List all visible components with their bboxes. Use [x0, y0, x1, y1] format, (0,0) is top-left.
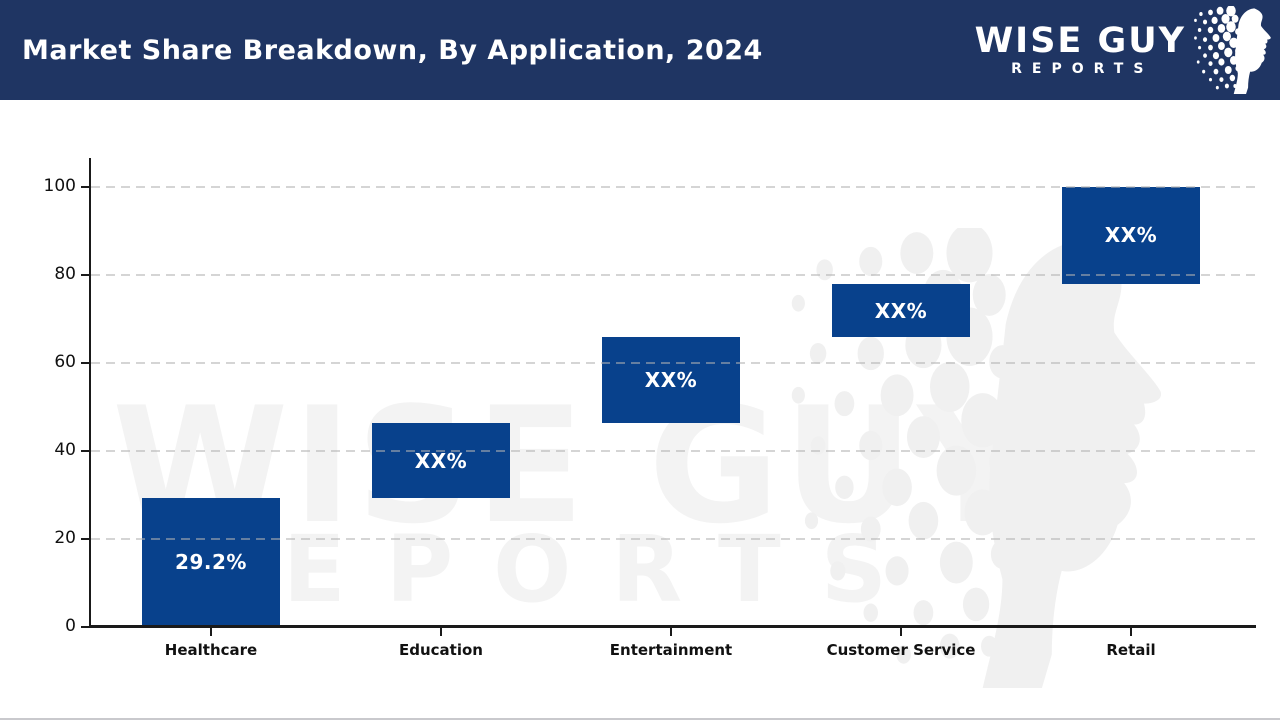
logo-subtitle: REPORTS — [1011, 61, 1154, 78]
bar-value-label: XX% — [874, 298, 928, 323]
x-tick-mark — [210, 627, 212, 636]
header-bar: Market Share Breakdown, By Application, … — [0, 0, 1280, 100]
bar-value-label: XX% — [414, 448, 468, 473]
bar-customer-service: XX% — [832, 284, 970, 337]
x-tick-mark — [440, 627, 442, 636]
y-tick-mark — [81, 185, 89, 188]
x-axis-line — [89, 625, 1256, 628]
bar-retail: XX% — [1062, 186, 1200, 285]
y-axis-line — [89, 158, 91, 628]
gridline — [91, 185, 1256, 188]
bar-entertainment: XX% — [602, 336, 740, 424]
dotted-head-icon — [1194, 6, 1271, 94]
x-tick-mark — [1130, 627, 1132, 636]
x-category-label: Healthcare — [164, 640, 258, 659]
y-tick-label: 60 — [54, 351, 76, 372]
bar-healthcare: 29.2% — [142, 498, 280, 627]
y-tick-label: 100 — [43, 175, 76, 196]
gridline — [91, 273, 1256, 276]
y-tick-mark — [81, 537, 89, 540]
y-tick-mark — [81, 449, 89, 452]
bar-value-label: XX% — [644, 368, 698, 393]
y-tick-label: 0 — [65, 615, 76, 636]
y-tick-mark — [81, 273, 89, 276]
x-category-label: Education — [399, 640, 483, 659]
bar-education: XX% — [372, 423, 510, 499]
gridline — [91, 537, 1256, 540]
x-category-label: Entertainment — [609, 640, 733, 659]
y-tick-mark — [81, 625, 89, 628]
x-category-label: Retail — [1106, 640, 1156, 659]
y-tick-mark — [81, 361, 89, 364]
y-tick-label: 40 — [54, 439, 76, 460]
bar-value-label: 29.2% — [175, 550, 247, 575]
x-tick-mark — [900, 627, 902, 636]
x-category-label: Customer Service — [826, 640, 976, 659]
y-tick-label: 20 — [54, 527, 76, 548]
chart-area: WISE GUY REPORTS 0 20 40 60 80 100 29.2% Health… — [0, 100, 1280, 718]
logo-wordmark: WISE GUY — [974, 20, 1186, 61]
wise-guy-reports-logo: WISE GUY REPORTS — [975, 0, 1272, 100]
x-tick-mark — [670, 627, 672, 636]
gridline — [91, 361, 1256, 364]
bar-value-label: XX% — [1104, 223, 1158, 248]
logo-text: WISE GUY REPORTS — [974, 20, 1186, 78]
gridline — [91, 449, 1256, 452]
page-title: Market Share Breakdown, By Application, … — [22, 34, 763, 66]
y-tick-label: 80 — [54, 263, 76, 284]
